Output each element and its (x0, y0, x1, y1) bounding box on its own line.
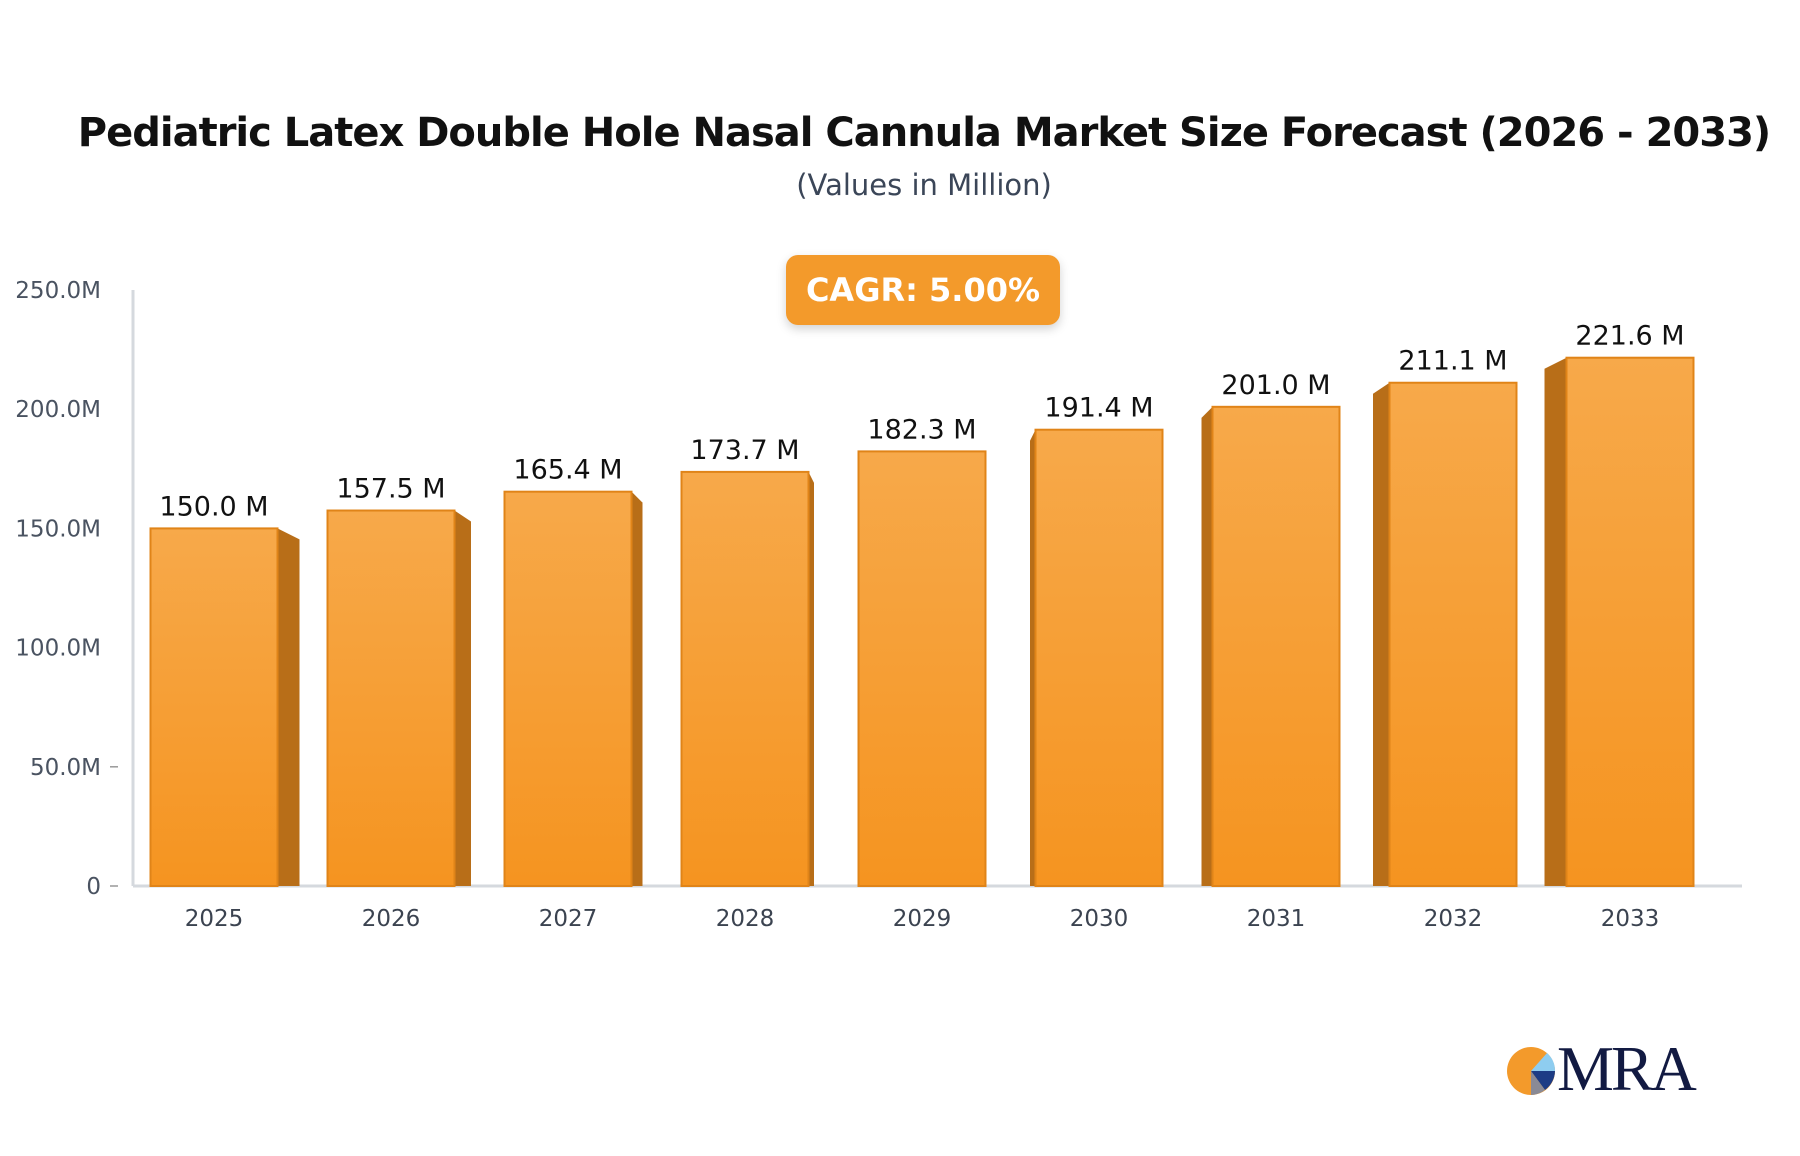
bar-2027 (503, 490, 633, 887)
bar-side (631, 491, 643, 886)
x-tick-label: 2029 (893, 906, 952, 932)
bar-2028 (680, 470, 810, 887)
bar-side (277, 528, 300, 886)
bar-2031 (1211, 405, 1341, 887)
x-tick-label: 2028 (716, 906, 775, 932)
data-label: 211.1 M (1398, 346, 1507, 377)
chart-subtitle: (Values in Million) (796, 168, 1052, 202)
bar-side (808, 471, 814, 886)
x-tick-label: 2031 (1247, 906, 1306, 932)
data-label: 157.5 M (336, 474, 445, 505)
data-label: 173.7 M (690, 435, 799, 466)
bar-side (1201, 406, 1213, 886)
data-label: 150.0 M (159, 491, 268, 522)
y-tick-label: 150.0M (15, 516, 101, 542)
data-label: 165.4 M (513, 455, 622, 486)
x-tick-label: 2030 (1070, 906, 1129, 932)
y-tick-label: 50.0M (30, 755, 101, 781)
data-label: 201.0 M (1221, 370, 1330, 401)
x-tick-label: 2025 (185, 906, 244, 932)
bar-2029 (857, 450, 987, 887)
y-tick-label: 250.0M (15, 278, 101, 304)
y-tick-label: 0 (86, 874, 101, 900)
bar-2025 (149, 527, 279, 888)
logo-text: MRA (1557, 1033, 1697, 1104)
y-tick-label: 200.0M (15, 397, 101, 423)
bar-2030 (1034, 428, 1164, 887)
logo-pie-icon (1507, 1047, 1556, 1095)
bar-side (1030, 429, 1036, 886)
data-label: 182.3 M (867, 414, 976, 445)
y-tick-label: 100.0M (15, 636, 101, 662)
x-tick-label: 2033 (1601, 906, 1660, 932)
x-tick-label: 2027 (539, 906, 598, 932)
bar-2033 (1565, 356, 1695, 887)
bar-side (1544, 357, 1567, 887)
bar-2032 (1388, 381, 1518, 887)
chart-title: Pediatric Latex Double Hole Nasal Cannul… (77, 110, 1771, 156)
bar-2026 (326, 509, 456, 887)
x-tick-label: 2026 (362, 906, 421, 932)
data-label: 221.6 M (1575, 321, 1684, 352)
bar-side (1373, 382, 1390, 886)
data-label: 191.4 M (1044, 393, 1153, 424)
x-tick-label: 2032 (1424, 906, 1483, 932)
bar-side (454, 510, 471, 886)
cagr-badge: CAGR: 5.00% (786, 255, 1060, 325)
